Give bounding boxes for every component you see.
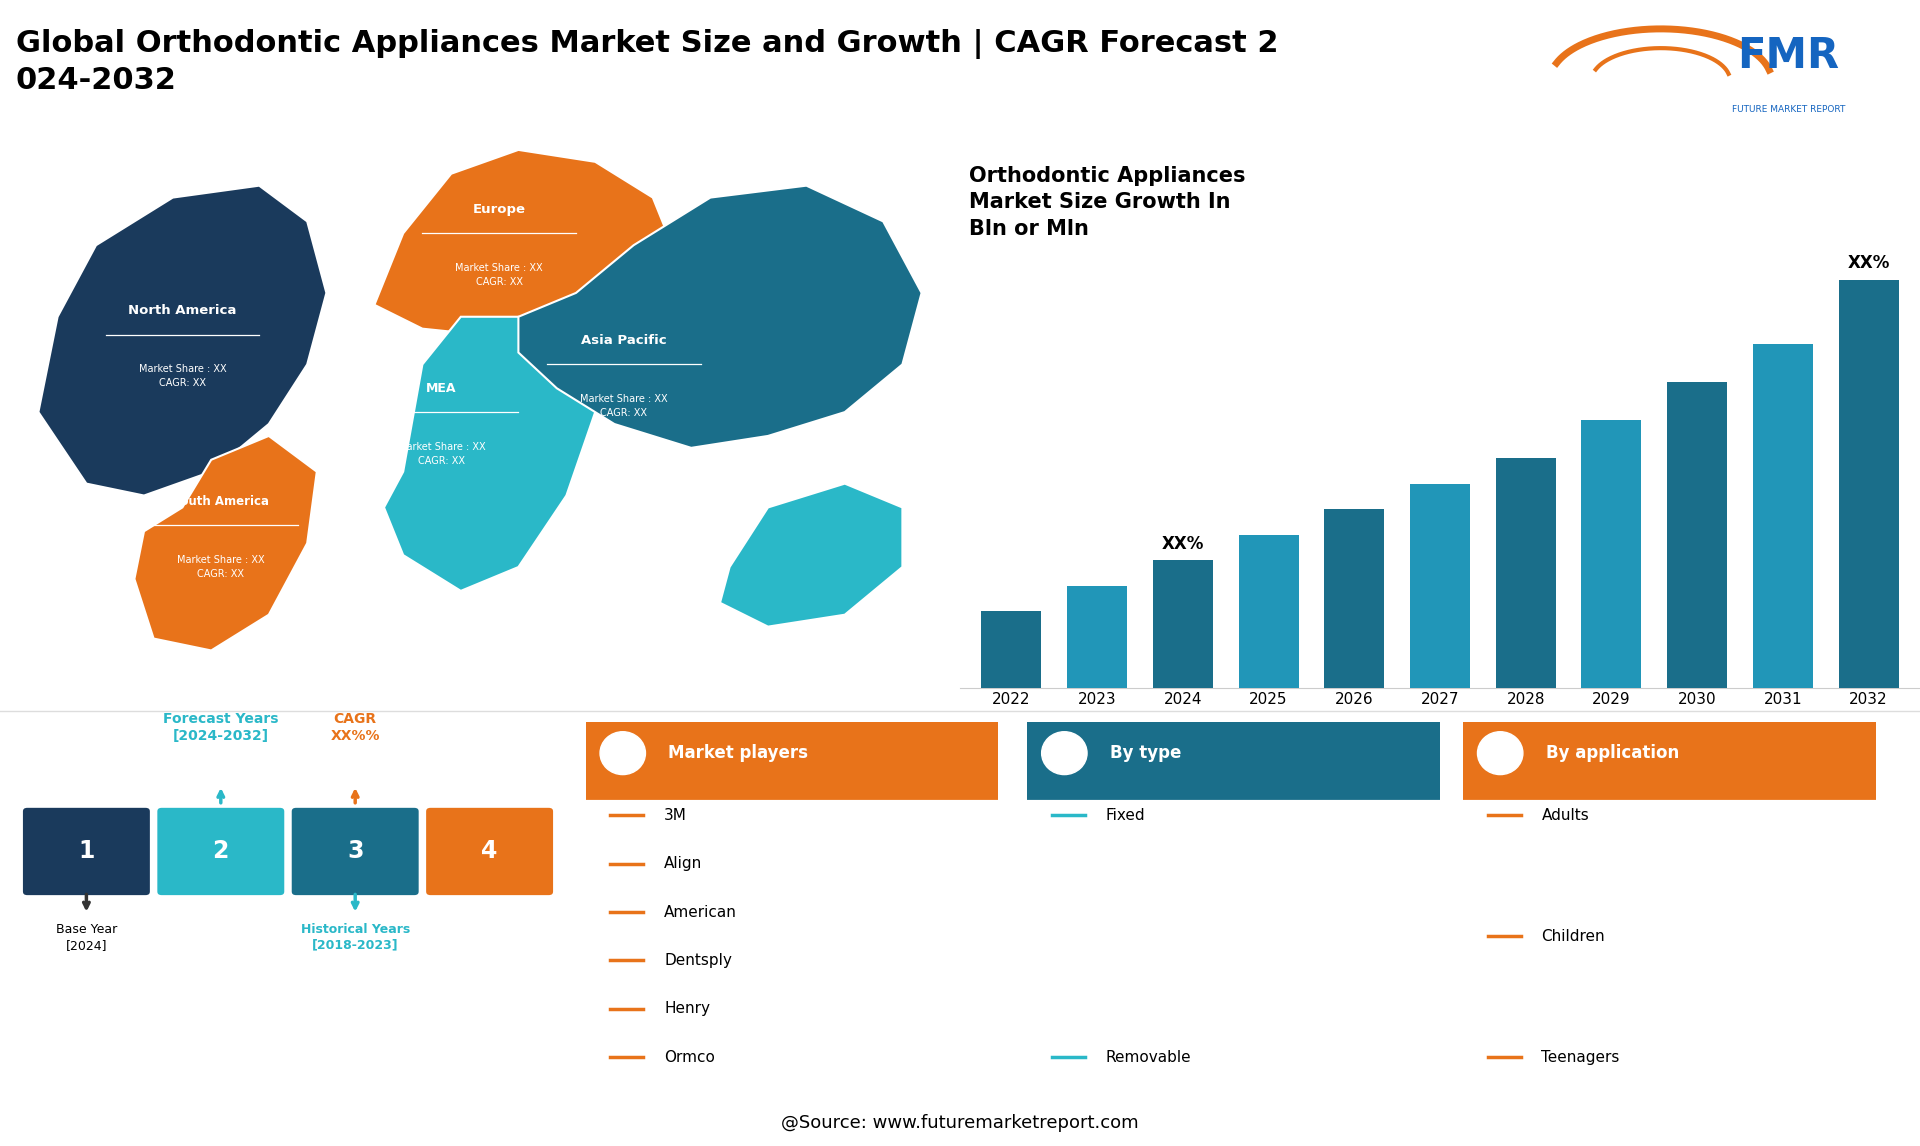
Text: Children: Children <box>1542 928 1605 944</box>
Text: Fixed: Fixed <box>1106 808 1144 823</box>
Text: Ormco: Ormco <box>664 1050 714 1065</box>
Bar <box>1582 421 1642 688</box>
Text: MEA: MEA <box>426 382 457 394</box>
Text: South America: South America <box>173 495 269 508</box>
Bar <box>981 611 1041 688</box>
Text: XX%: XX% <box>1847 254 1889 273</box>
Text: Market Share : XX
CAGR: XX: Market Share : XX CAGR: XX <box>177 555 265 579</box>
Polygon shape <box>134 435 317 651</box>
Bar <box>1238 535 1298 688</box>
Text: 3: 3 <box>348 840 363 863</box>
Text: Align: Align <box>664 856 703 871</box>
FancyBboxPatch shape <box>156 807 286 896</box>
Text: Market Share : XX
CAGR: XX: Market Share : XX CAGR: XX <box>397 442 486 465</box>
Bar <box>1068 586 1127 688</box>
Polygon shape <box>38 186 326 495</box>
FancyBboxPatch shape <box>1010 706 1457 800</box>
Text: Forecast Years
[2024-2032]: Forecast Years [2024-2032] <box>163 712 278 744</box>
Text: Market Share : XX
CAGR: XX: Market Share : XX CAGR: XX <box>138 364 227 388</box>
Bar <box>1409 484 1471 688</box>
Text: Orthodontic Appliances
Market Size Growth In
Bln or Mln: Orthodontic Appliances Market Size Growt… <box>968 166 1244 238</box>
Text: CAGR
XX%%: CAGR XX%% <box>330 712 380 744</box>
Bar <box>1667 382 1728 688</box>
Text: Historical Years
[2018-2023]: Historical Years [2018-2023] <box>301 923 409 952</box>
Text: Market Share : XX
CAGR: XX: Market Share : XX CAGR: XX <box>580 394 668 418</box>
Text: FUTURE MARKET REPORT: FUTURE MARKET REPORT <box>1732 104 1845 113</box>
Polygon shape <box>374 150 672 335</box>
Text: American: American <box>664 904 737 919</box>
Text: Removable: Removable <box>1106 1050 1190 1065</box>
FancyBboxPatch shape <box>568 706 1016 800</box>
Circle shape <box>1043 732 1087 775</box>
Bar <box>1152 560 1213 688</box>
Polygon shape <box>384 316 595 591</box>
FancyBboxPatch shape <box>21 807 152 896</box>
Text: Henry: Henry <box>664 1002 710 1017</box>
Text: 3M: 3M <box>664 808 687 823</box>
Bar <box>1753 344 1812 688</box>
Text: Market players: Market players <box>668 744 808 762</box>
Text: XX%: XX% <box>1162 535 1204 552</box>
Text: Asia Pacific: Asia Pacific <box>582 335 666 347</box>
Text: 4: 4 <box>482 840 497 863</box>
Text: 2: 2 <box>213 840 228 863</box>
Text: Adults: Adults <box>1542 808 1590 823</box>
Text: Base Year
[2024]: Base Year [2024] <box>56 923 117 952</box>
FancyBboxPatch shape <box>1455 772 1884 1120</box>
Circle shape <box>601 732 645 775</box>
Polygon shape <box>720 484 902 627</box>
Bar <box>1325 509 1384 688</box>
Circle shape <box>1478 732 1523 775</box>
Text: Dentsply: Dentsply <box>664 953 732 968</box>
Bar <box>1839 280 1899 688</box>
Bar <box>1496 458 1555 688</box>
FancyBboxPatch shape <box>424 807 555 896</box>
Text: Europe: Europe <box>472 203 526 215</box>
FancyBboxPatch shape <box>1446 706 1893 800</box>
Text: By type: By type <box>1110 744 1181 762</box>
Text: 1: 1 <box>79 840 94 863</box>
FancyBboxPatch shape <box>1020 772 1448 1120</box>
Text: North America: North America <box>129 305 236 317</box>
Text: By application: By application <box>1546 744 1678 762</box>
Text: @Source: www.futuremarketreport.com: @Source: www.futuremarketreport.com <box>781 1114 1139 1132</box>
Text: Teenagers: Teenagers <box>1542 1050 1620 1065</box>
Text: Global Orthodontic Appliances Market Size and Growth | CAGR Forecast 2
024-2032: Global Orthodontic Appliances Market Siz… <box>15 29 1279 95</box>
Text: FMR: FMR <box>1738 36 1839 77</box>
Polygon shape <box>518 186 922 448</box>
FancyBboxPatch shape <box>290 807 420 896</box>
Text: Market Share : XX
CAGR: XX: Market Share : XX CAGR: XX <box>455 264 543 286</box>
FancyBboxPatch shape <box>578 772 1006 1120</box>
